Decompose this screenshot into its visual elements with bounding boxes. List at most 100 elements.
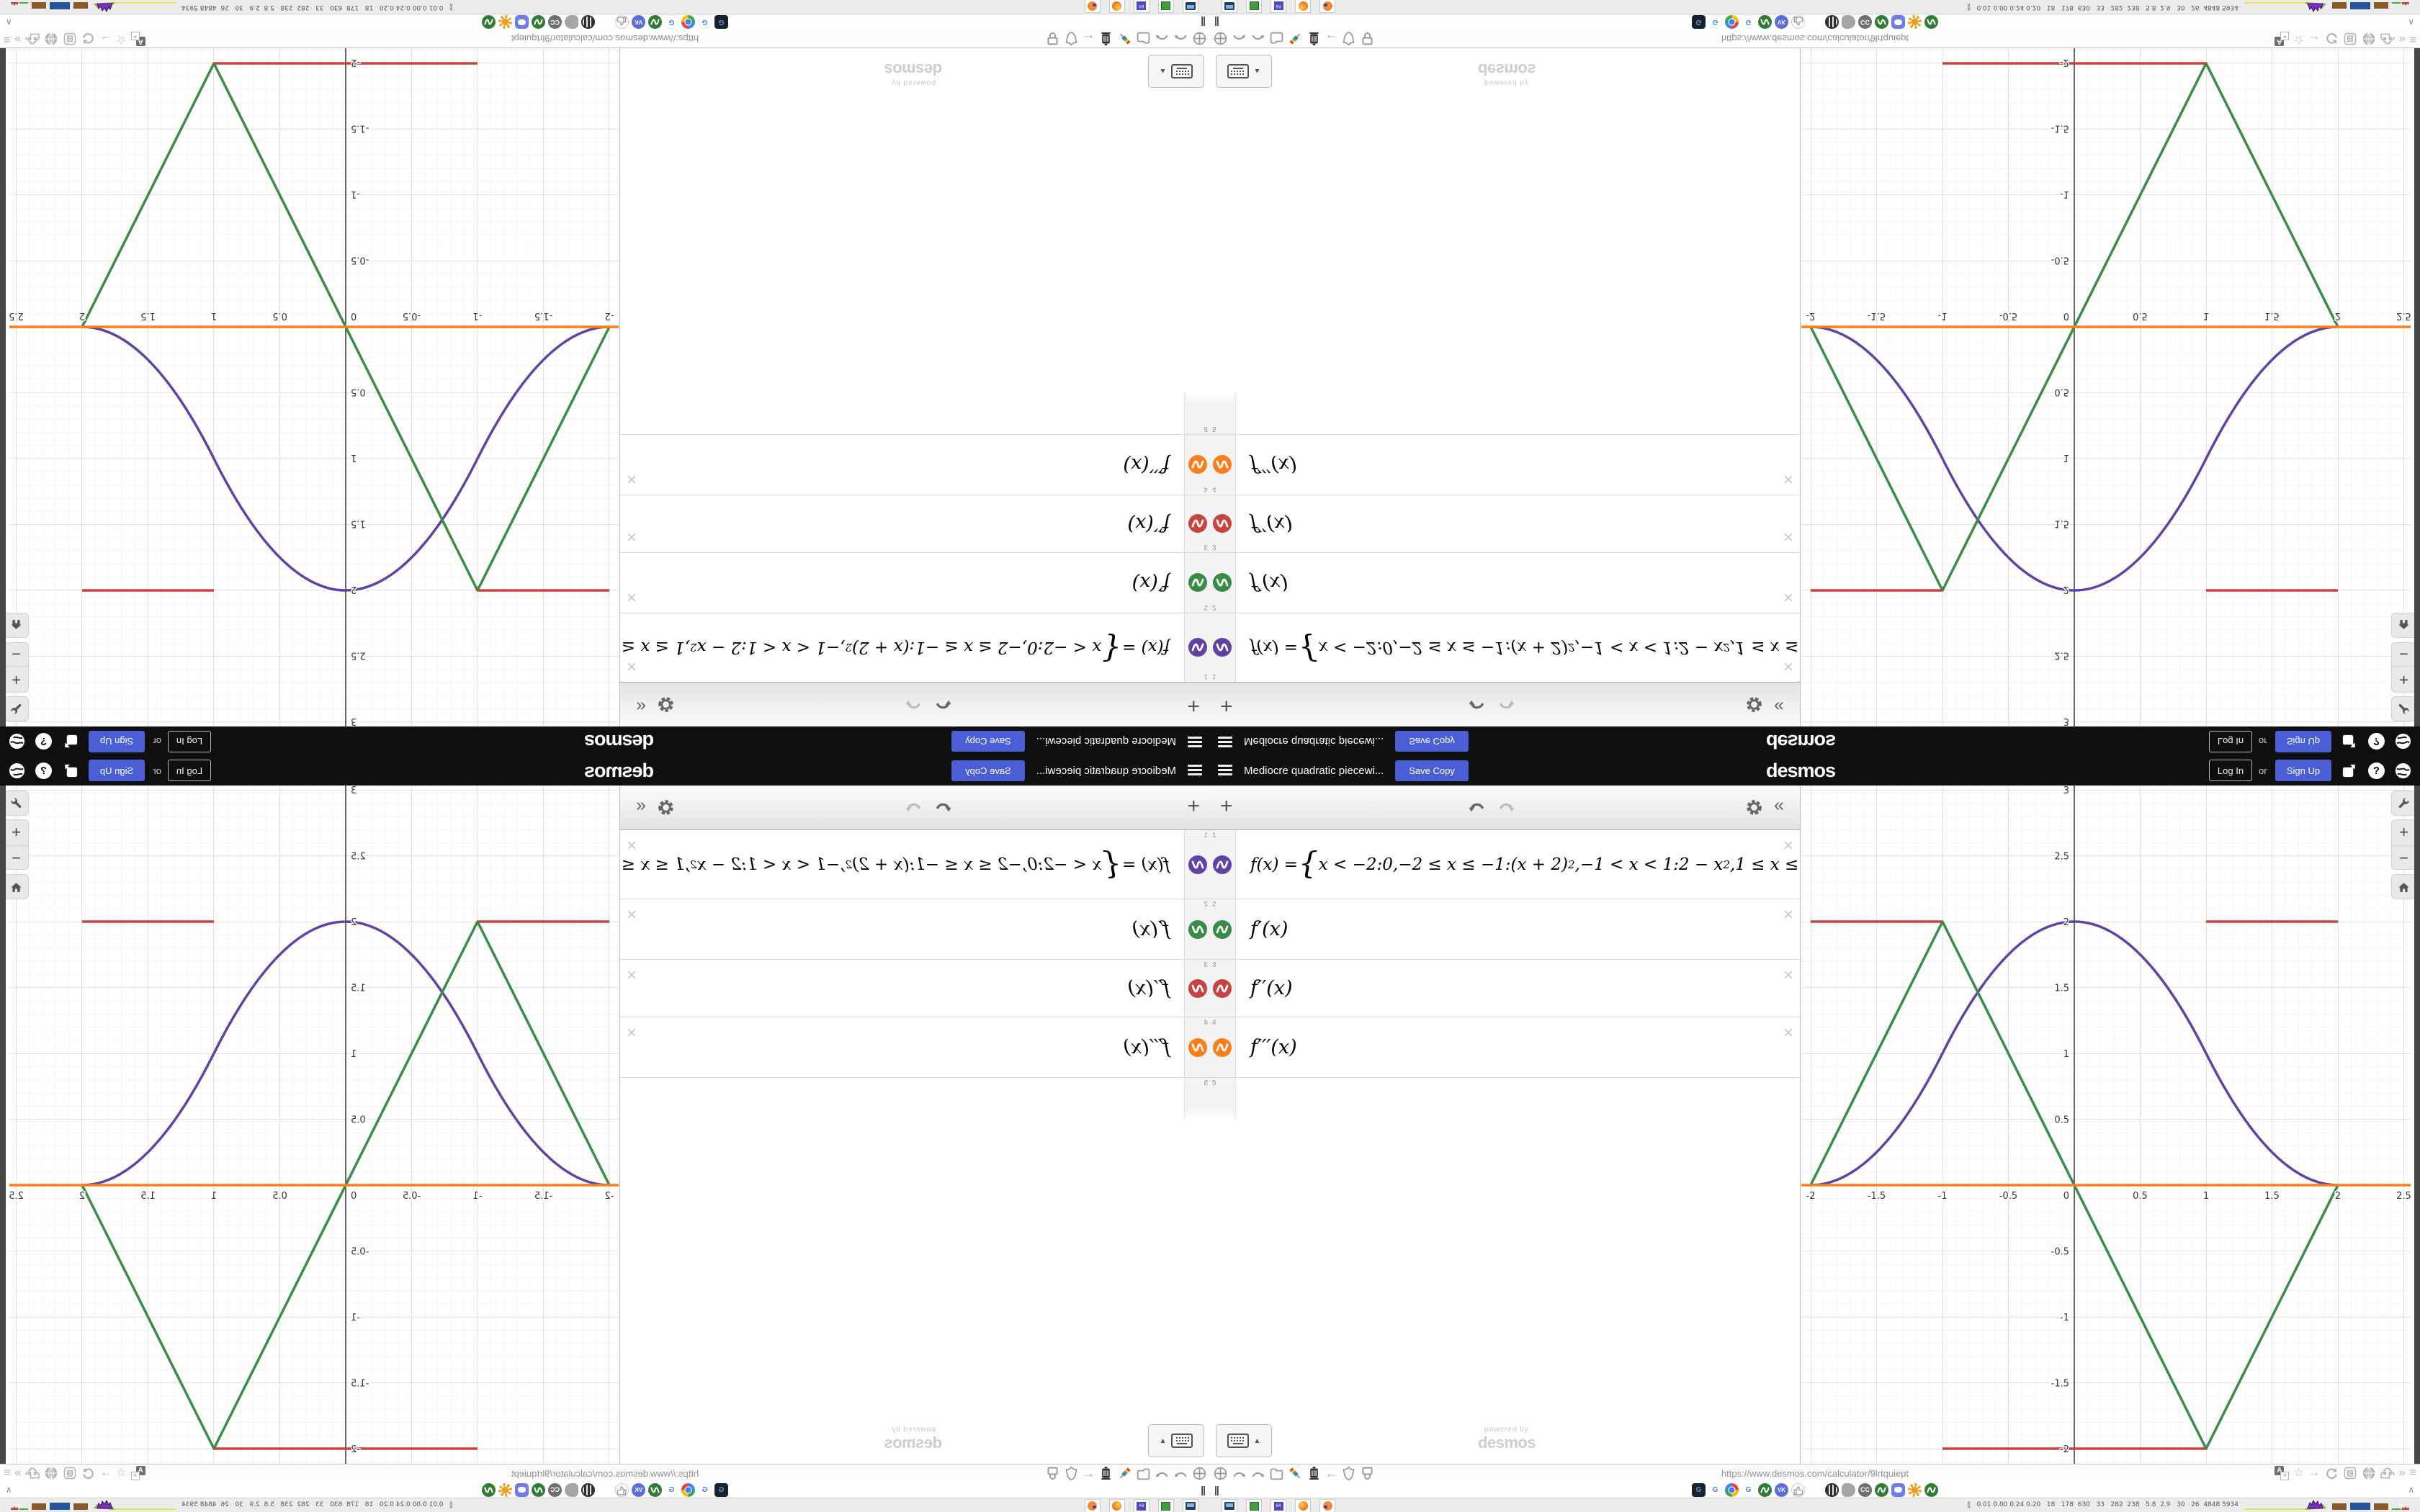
graph-settings-wrench-button[interactable] xyxy=(4,791,29,816)
globe-icon[interactable] xyxy=(44,1466,58,1480)
tray-expand-icon[interactable]: ∧ ∧ xyxy=(449,1500,454,1510)
share-icon[interactable] xyxy=(2341,762,2357,779)
delete-expression-button[interactable]: × xyxy=(1783,966,1793,985)
taskbar-blender-icon[interactable] xyxy=(1085,1499,1101,1512)
expression-row-3[interactable]: 3 f′′(x) × xyxy=(1210,960,1800,1017)
bookmark-favicon[interactable]: VK xyxy=(1775,1483,1788,1497)
zoom-in-button[interactable]: + xyxy=(4,666,28,692)
url-field[interactable]: https://www.desmos.com/calculator/9lrtqu… xyxy=(1721,1468,1909,1479)
expression-latex[interactable]: f′′(x) xyxy=(1250,977,1293,999)
pause-icon[interactable]: || xyxy=(1201,17,1206,28)
help-icon[interactable]: ? xyxy=(2368,733,2385,750)
expression-row-4[interactable]: 4 f′′′(x) × xyxy=(620,1017,1210,1078)
zoom-out-button[interactable]: − xyxy=(12,849,21,867)
show-keyboard-button[interactable]: ▲ xyxy=(1148,55,1204,88)
plot-style-icon-red[interactable] xyxy=(1188,978,1207,998)
bookmark-favicon[interactable]: G xyxy=(1742,15,1755,29)
delete-expression-button[interactable]: × xyxy=(1783,657,1793,676)
graph-canvas[interactable]: -2 -1.5 -1 -0.5 0 0.5 1 1.5 2 2.5 3 2.5 … xyxy=(1801,48,2411,726)
expression-row-3[interactable]: 3 f′′(x) × xyxy=(620,960,1210,1017)
menu-icon[interactable]: ≡ xyxy=(4,33,11,45)
page-scrollbar[interactable] xyxy=(0,786,6,1464)
zoom-in-button[interactable]: + xyxy=(4,820,28,846)
graph-title[interactable]: Mediocre quadratic piecewi... xyxy=(1036,765,1176,777)
bookmark-star-icon[interactable]: ☆ xyxy=(2293,33,2304,45)
save-copy-button[interactable]: Save Copy xyxy=(951,760,1025,781)
plot-style-icon-green[interactable] xyxy=(1213,573,1232,593)
bookmark-favicon-desmos[interactable] xyxy=(532,1483,545,1497)
bookmark-favicon-trash[interactable] xyxy=(581,15,595,29)
taskbar-blender-icon[interactable] xyxy=(1085,0,1101,13)
undo-icon[interactable] xyxy=(1468,798,1487,817)
pause-icon[interactable]: || xyxy=(1214,1484,1219,1495)
taskbar-disk-utility-icon[interactable] xyxy=(1158,0,1174,13)
delete-expression-button[interactable]: × xyxy=(1783,469,1793,489)
settings-gear-icon[interactable] xyxy=(656,695,676,714)
extension-puzzle-icon[interactable] xyxy=(2380,1466,2395,1480)
delete-expression-button[interactable]: × xyxy=(1783,836,1793,855)
expression-latex[interactable]: f′(x) xyxy=(1250,918,1289,940)
plot-style-icon-green[interactable] xyxy=(1213,919,1232,939)
hamburger-menu-icon[interactable] xyxy=(1218,765,1232,777)
plot-style-icon-purple[interactable] xyxy=(1188,855,1207,874)
url-field[interactable]: https://www.desmos.com/calculator/9lrtqu… xyxy=(511,1468,699,1479)
expression-latex[interactable]: f′′′(x) xyxy=(1250,1036,1297,1058)
bookmark-favicon[interactable]: CC xyxy=(1858,1483,1872,1497)
extension-puzzle-icon[interactable] xyxy=(2380,32,2395,46)
default-zoom-home-button[interactable] xyxy=(4,874,29,899)
pause-icon[interactable]: || xyxy=(1214,17,1219,28)
redo-icon[interactable] xyxy=(1497,695,1515,714)
forward-arrow-icon[interactable]: → xyxy=(2308,1467,2320,1479)
bookmark-favicon-desmos[interactable] xyxy=(648,1483,662,1497)
expression-row-empty[interactable]: 5 xyxy=(1210,392,1800,434)
expression-row-1[interactable]: 1 f(x) = {x < −2:0,−2 ≤ x ≤ −1:(x + 2) 2,… xyxy=(1210,613,1970,682)
taskbar-firefox-icon[interactable] xyxy=(1295,0,1311,13)
help-icon[interactable]: ? xyxy=(35,733,52,750)
graph-title[interactable]: Mediocre quadratic piecewi... xyxy=(1244,735,1384,747)
expression-row-4[interactable]: 4 f′′′(x) × xyxy=(620,434,1210,495)
expression-row-3[interactable]: 3 f′′(x) × xyxy=(620,495,1210,552)
default-zoom-home-button[interactable] xyxy=(2391,874,2416,899)
extension-puzzle-icon[interactable] xyxy=(25,1466,40,1480)
show-keyboard-button[interactable]: ▲ xyxy=(1148,1424,1204,1457)
undo-icon[interactable] xyxy=(933,798,952,817)
trash-box-icon[interactable] xyxy=(63,1466,77,1480)
bookmark-favicon[interactable]: G xyxy=(714,15,728,29)
bookmark-favicon-colorwheel[interactable] xyxy=(681,1483,695,1497)
bookmark-favicon[interactable]: VK xyxy=(1775,15,1788,29)
bookmark-favicon-chat[interactable] xyxy=(515,15,529,29)
undo-icon[interactable] xyxy=(1468,695,1487,714)
expression-latex[interactable]: f′′′(x) xyxy=(1123,1036,1170,1058)
bookmark-favicon-fish[interactable] xyxy=(565,1483,578,1497)
zoom-out-button[interactable]: − xyxy=(12,645,21,663)
language-globe-icon[interactable] xyxy=(2395,733,2411,750)
expression-latex[interactable]: f′(x) xyxy=(1250,572,1289,594)
settings-gear-icon[interactable] xyxy=(1744,695,1764,714)
collapse-caret-icon[interactable]: ∧ xyxy=(2408,17,2414,27)
bookmark-favicon-desmos[interactable] xyxy=(1758,15,1772,29)
expression-latex[interactable]: f′′′(x) xyxy=(1123,454,1170,476)
taskbar-monitor-icon[interactable] xyxy=(1222,1499,1237,1512)
overflow-chevrons-icon[interactable]: » xyxy=(2398,1467,2406,1479)
bookmark-favicon-chat[interactable] xyxy=(515,1483,529,1497)
delete-expression-button[interactable]: × xyxy=(627,469,637,489)
globe-icon[interactable] xyxy=(44,32,58,46)
refresh-icon[interactable] xyxy=(2324,1466,2339,1480)
delete-expression-button[interactable]: × xyxy=(627,966,637,985)
hamburger-menu-icon[interactable] xyxy=(1218,735,1232,747)
bookmark-favicon-thumb[interactable] xyxy=(1791,1483,1805,1497)
bookmark-favicon-desmos[interactable] xyxy=(648,15,662,29)
delete-expression-button[interactable]: × xyxy=(1783,1023,1793,1043)
bookmark-favicon[interactable]: G xyxy=(698,1483,712,1497)
settings-gear-icon[interactable] xyxy=(656,798,676,817)
taskbar-disk-utility-icon[interactable] xyxy=(1246,0,1262,13)
back-arrow-icon[interactable]: ← xyxy=(1325,1467,1337,1480)
redo-icon[interactable] xyxy=(905,798,923,817)
graph-canvas[interactable]: -2 -1.5 -1 -0.5 0 0.5 1 1.5 2 2.5 3 2.5 … xyxy=(9,786,619,1464)
collapse-panel-button[interactable]: « xyxy=(1774,697,1784,717)
bookmark-favicon[interactable]: G xyxy=(1708,15,1722,29)
sign-up-button[interactable]: Sign Up xyxy=(2275,731,2331,752)
bookmark-favicon-desmos[interactable] xyxy=(482,1483,496,1497)
taskbar-monitor-icon[interactable] xyxy=(1183,1499,1198,1512)
bookmark-favicon[interactable]: CC xyxy=(1858,15,1872,29)
